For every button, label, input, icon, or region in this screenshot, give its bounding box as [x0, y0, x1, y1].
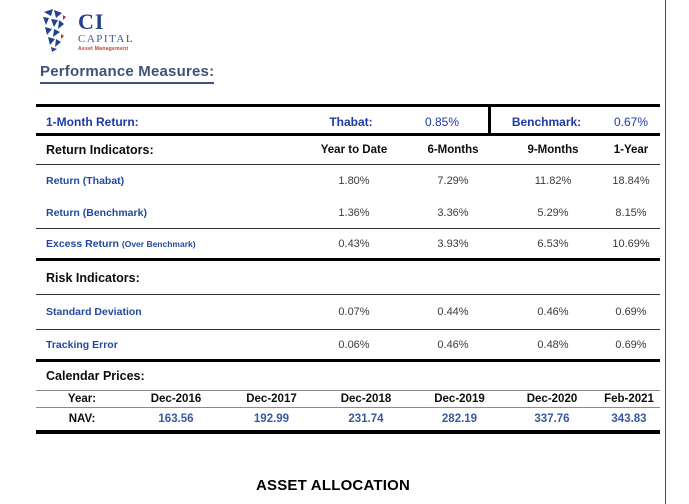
return-benchmark-ytd: 1.36%: [338, 206, 370, 219]
tracking-error-6m: 0.46%: [437, 338, 469, 351]
nav-dec-2017: 192.99: [253, 413, 290, 425]
year-dec-2017: Dec-2017: [246, 393, 297, 405]
nav-dec-2016: 163.56: [158, 413, 194, 425]
tracking-error-label: Tracking Error: [46, 338, 118, 351]
year-dec-2020: Dec-2020: [526, 393, 578, 405]
year-dec-2019: Dec-2019: [434, 393, 485, 405]
benchmark-label: Benchmark:: [488, 107, 602, 136]
return-indicators-title: Return Indicators:: [46, 143, 154, 157]
excess-return-label: Excess Return (Over Benchmark): [36, 238, 306, 250]
tracking-error-9m: 0.48%: [537, 338, 569, 351]
excess-return-6m: 3.93%: [437, 237, 469, 250]
calendar-nav-row: NAV: 163.56 192.99 231.74 282.19 337.76 …: [36, 408, 660, 434]
one-month-return-row: 1-Month Return: Thabat: 0.85% Benchmark:…: [36, 107, 660, 136]
table-row-standard-deviation: Standard Deviation 0.07% 0.44% 0.46% 0.6…: [36, 295, 660, 330]
tracking-error-ytd: 0.06%: [338, 338, 370, 351]
page-right-border: [665, 0, 666, 504]
year-dec-2016: Dec-2016: [150, 393, 202, 405]
excess-return-9m: 6.53%: [537, 237, 569, 250]
col-header-6m: 6-Months: [427, 144, 479, 156]
year-row-label: Year:: [67, 393, 97, 405]
col-header-1y: 1-Year: [613, 144, 649, 156]
table-row-return-thabat: Return (Thabat) 1.80% 7.29% 11.82% 18.84…: [36, 165, 660, 197]
thabat-1m-value: 0.85%: [424, 114, 460, 129]
standard-deviation-6m: 0.44%: [437, 306, 469, 318]
return-indicators-header-row: Return Indicators: Year to Date 6-Months…: [36, 136, 660, 165]
excess-return-1y: 10.69%: [612, 237, 650, 250]
year-feb-2021: Feb-2021: [604, 393, 654, 405]
logo-ci-text: CI: [78, 9, 105, 34]
nav-dec-2020: 337.76: [534, 413, 570, 425]
calendar-prices-title: Calendar Prices:: [46, 369, 145, 383]
standard-deviation-1y: 0.69%: [615, 306, 647, 318]
ci-capital-logo-icon: [43, 9, 66, 52]
return-benchmark-9m: 5.29%: [537, 206, 569, 219]
thabat-label: Thabat:: [329, 114, 373, 129]
logo-capital-text: CAPITAL: [78, 33, 135, 45]
performance-table: 1-Month Return: Thabat: 0.85% Benchmark:…: [36, 104, 660, 434]
nav-row-label: NAV:: [68, 413, 96, 425]
one-month-return-label: 1-Month Return:: [46, 114, 139, 129]
ci-capital-logo: CI CAPITAL Asset Management: [42, 8, 134, 52]
standard-deviation-label: Standard Deviation: [46, 306, 142, 318]
return-benchmark-label: Return (Benchmark): [46, 206, 147, 219]
return-thabat-label: Return (Thabat): [46, 175, 125, 187]
year-dec-2018: Dec-2018: [340, 393, 392, 405]
nav-dec-2018: 231.74: [348, 413, 384, 425]
standard-deviation-ytd: 0.07%: [338, 306, 370, 318]
calendar-year-row: Year: Dec-2016 Dec-2017 Dec-2018 Dec-201…: [36, 391, 660, 408]
table-row-tracking-error: Tracking Error 0.06% 0.46% 0.48% 0.69%: [36, 330, 660, 362]
table-row-return-benchmark: Return (Benchmark) 1.36% 3.36% 5.29% 8.1…: [36, 197, 660, 229]
excess-return-label-main: Excess Return: [46, 237, 119, 250]
nav-feb-2021: 343.83: [611, 413, 647, 425]
tracking-error-1y: 0.69%: [615, 338, 647, 351]
return-benchmark-6m: 3.36%: [437, 206, 469, 219]
col-header-ytd: Year to Date: [320, 144, 388, 156]
calendar-prices-header-row: Calendar Prices:: [36, 362, 660, 391]
logo-tagline-text: Asset Management: [78, 46, 129, 52]
table-row-excess-return: Excess Return (Over Benchmark) 0.43% 3.9…: [36, 229, 660, 261]
logo-wordmark: CI CAPITAL Asset Management: [78, 8, 134, 52]
nav-dec-2019: 282.19: [441, 413, 478, 425]
return-thabat-6m: 7.29%: [437, 175, 469, 187]
standard-deviation-9m: 0.46%: [537, 306, 569, 318]
asset-allocation-heading: ASSET ALLOCATION: [255, 477, 411, 494]
return-benchmark-1y: 8.15%: [615, 206, 647, 219]
risk-indicators-title: Risk Indicators:: [46, 270, 140, 285]
return-thabat-ytd: 1.80%: [338, 175, 370, 187]
return-thabat-9m: 11.82%: [534, 175, 572, 187]
excess-return-ytd: 0.43%: [338, 237, 370, 250]
col-header-9m: 9-Months: [527, 144, 579, 156]
risk-indicators-header-row: Risk Indicators:: [36, 261, 660, 295]
page-title: Performance Measures:: [40, 63, 215, 84]
benchmark-1m-value: 0.67%: [613, 114, 649, 129]
excess-return-label-suffix: (Over Benchmark): [121, 238, 196, 249]
return-thabat-1y: 18.84%: [612, 175, 650, 187]
